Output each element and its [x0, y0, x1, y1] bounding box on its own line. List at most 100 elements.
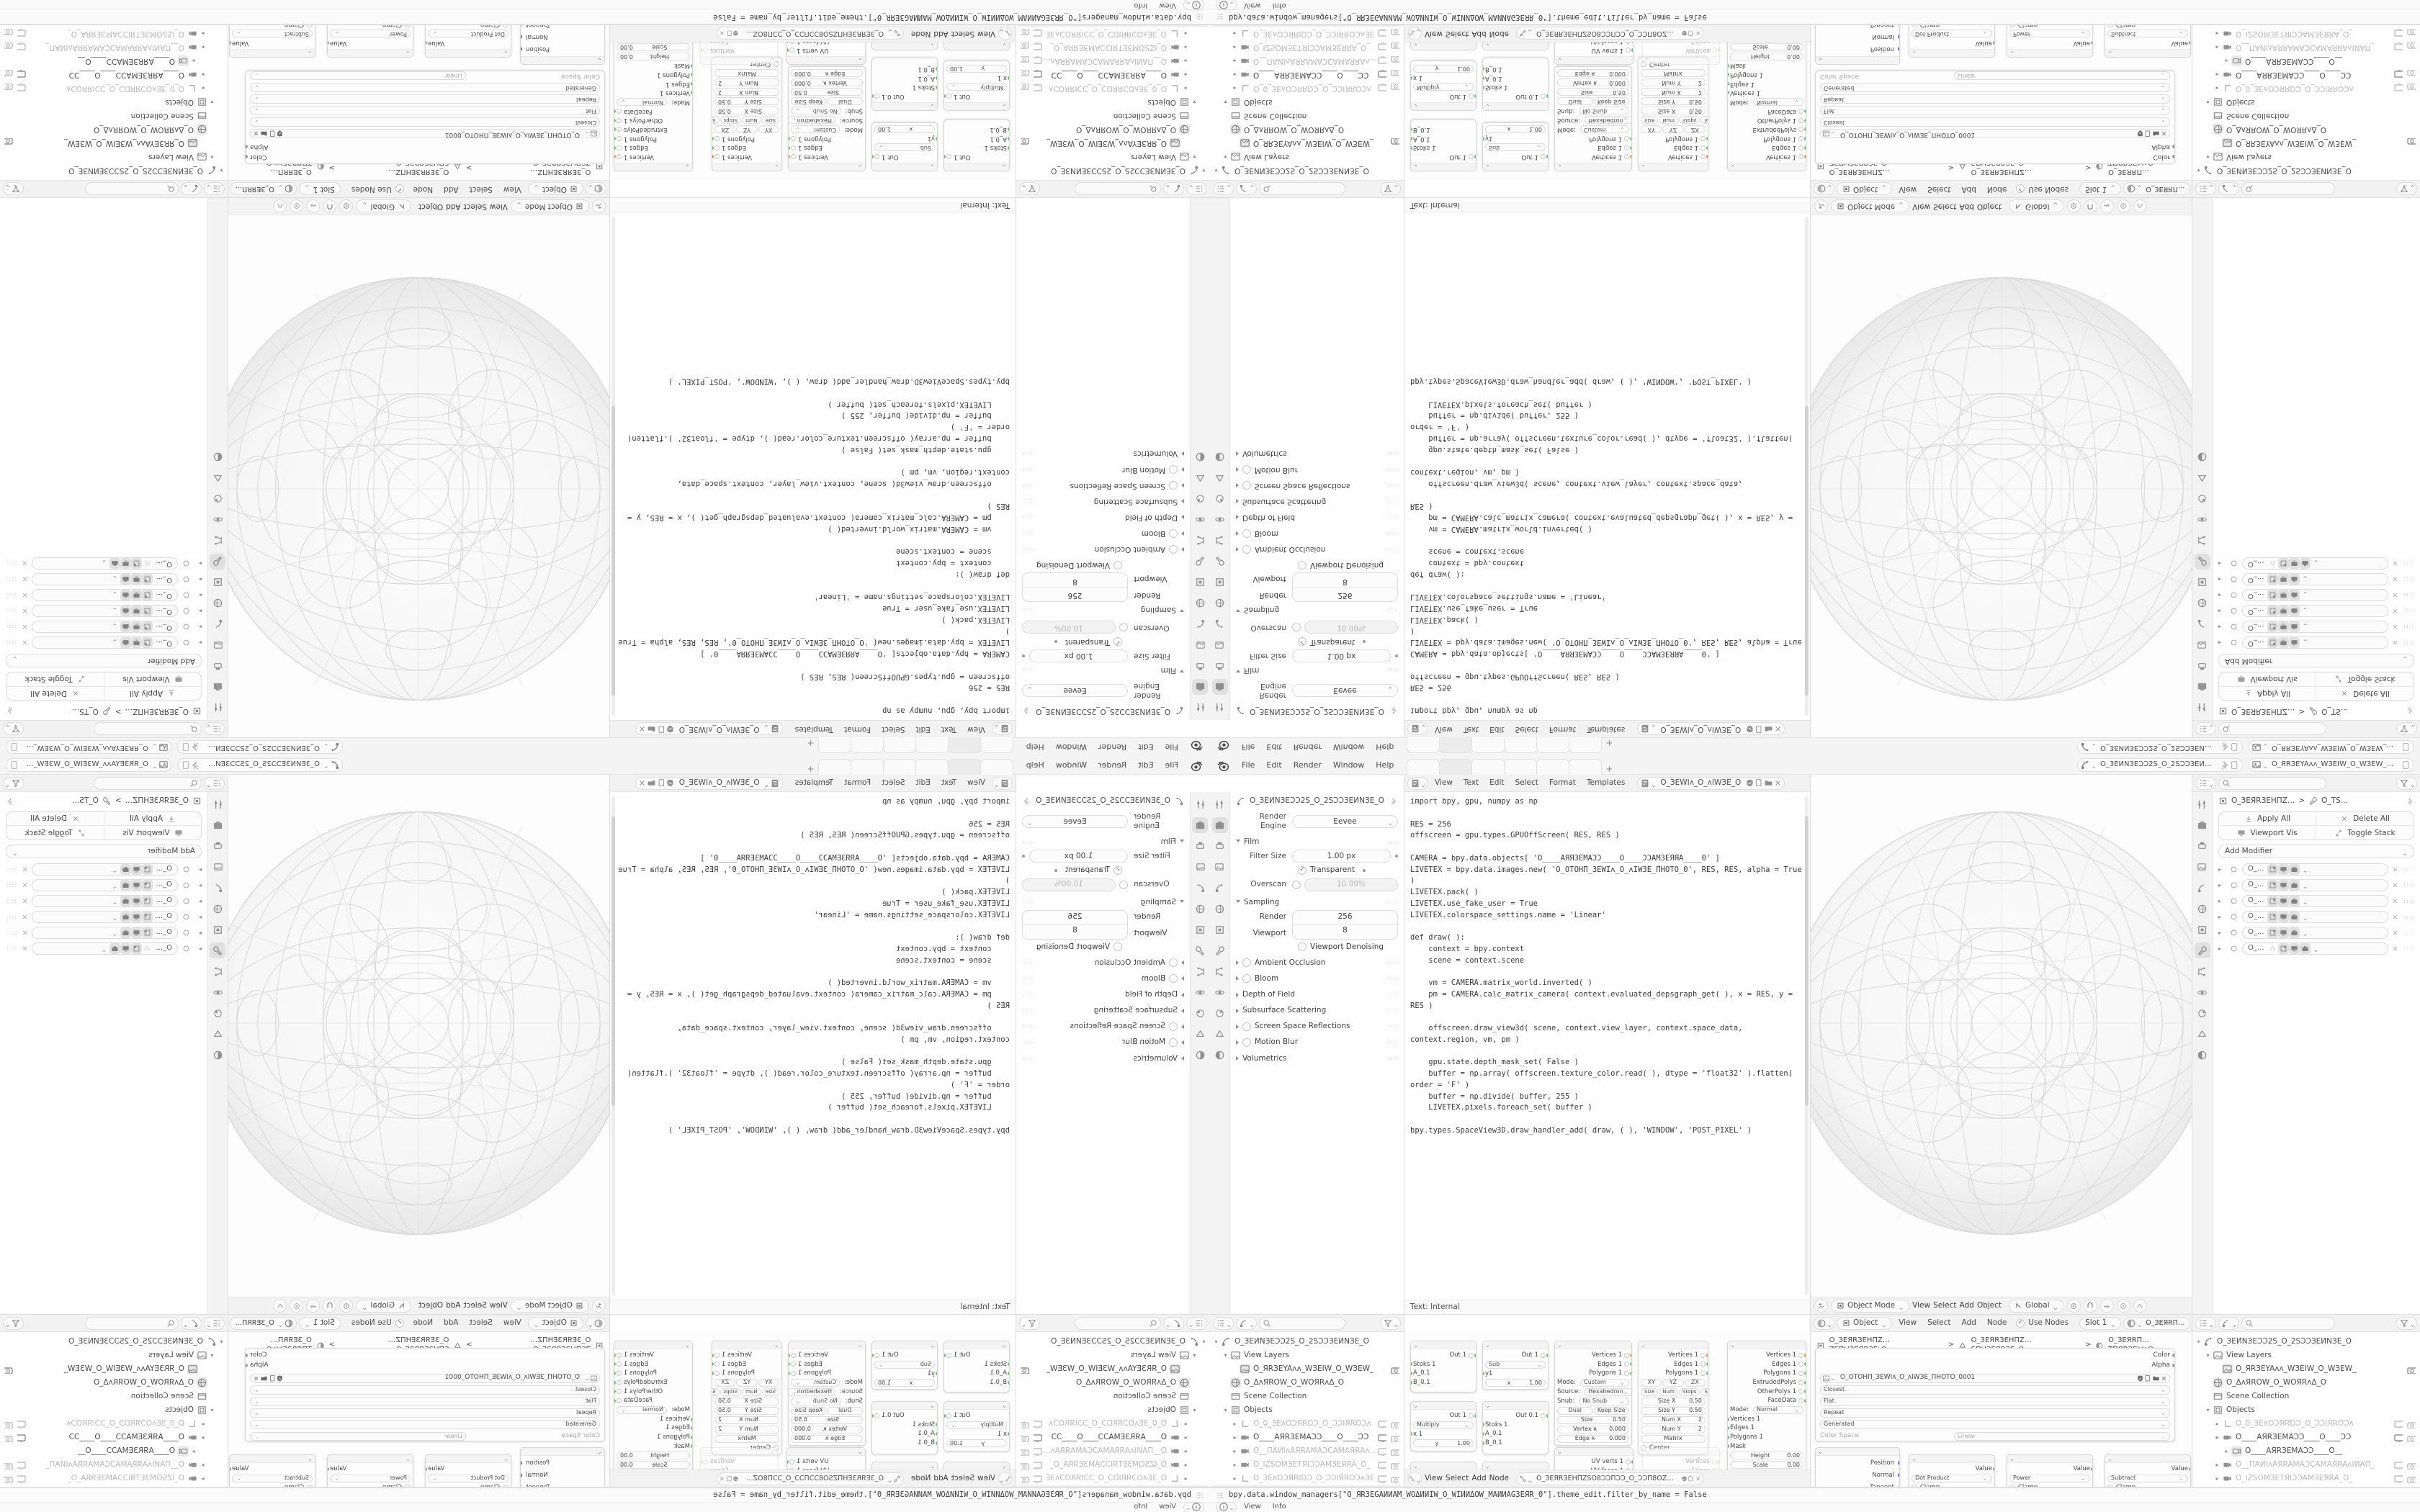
node-header[interactable]: ⌄ [944, 1341, 1009, 1349]
node-row-dropdown[interactable]: Hexahedron ⌄ [788, 116, 835, 125]
outliner-row[interactable]: ▸ O_0_ЗEʌOƆЯRDƆ_O_ƆƆIЯROƆʌ [1, 1417, 226, 1431]
clamp-checkbox[interactable] [1912, 25, 1917, 28]
new-copy-icon[interactable] [725, 30, 732, 38]
expand-toggle-icon[interactable]: ▸ [2215, 85, 2219, 92]
outliner-row[interactable]: O_ЯRЗEYAʌʌ_WЗEIW_O_WЗEW_ [1, 1362, 226, 1376]
expand-toggle-icon[interactable]: ▸ [2215, 44, 2219, 51]
expand-toggle-icon[interactable]: ▾ [220, 1338, 223, 1345]
chevron-right-icon[interactable]: ▸ [198, 865, 202, 873]
folder-icon[interactable] [1764, 778, 1773, 788]
operation-dropdown[interactable]: Power ⌄ [2009, 30, 2090, 38]
add-workspace-button[interactable]: + [807, 763, 815, 774]
outliner-row[interactable]: ▸O__ПAИIʌAЯRAMAƆCAMAЯRAʌIИAП_ [2194, 1458, 2419, 1472]
outliner-row[interactable]: Scene Collection [1, 1390, 226, 1403]
camera-icon[interactable] [1390, 1446, 1399, 1456]
menu-select[interactable]: Select [882, 725, 905, 734]
chevron-right-icon[interactable]: ▸ [2218, 608, 2222, 615]
viewport-vis-button[interactable]: Viewport Vis [2219, 672, 2316, 686]
workspace-tab-5[interactable] [1569, 758, 1603, 775]
monitor-icon[interactable] [1034, 1419, 1043, 1428]
folder-icon[interactable] [2152, 130, 2160, 138]
menu-file[interactable]: File [1242, 742, 1255, 752]
expand-toggle-icon[interactable]: ▸ [1183, 1461, 1187, 1468]
x-icon[interactable] [2391, 945, 2399, 953]
menu-add[interactable]: Add [1959, 1300, 1974, 1310]
snap-target-button[interactable] [306, 199, 321, 213]
node-header[interactable]: ⌄ [944, 1402, 1009, 1410]
text-editor-code[interactable]: import bpy, gpu, numpy as np RES = 256 o… [618, 797, 1010, 1135]
operation-dropdown[interactable]: Sub ⌄ [1485, 143, 1546, 152]
projection-dropdown[interactable]: Flat ⌄ [1820, 1396, 2170, 1406]
menu-render[interactable]: Render [1293, 742, 1322, 752]
drag-dots-icon[interactable]: :::: [2403, 865, 2414, 873]
x-icon[interactable] [21, 881, 29, 889]
section-subsurface-scattering[interactable]: Subsurface Scattering:::: [1022, 497, 1184, 506]
expand-toggle-icon[interactable]: ▸ [2215, 1434, 2219, 1441]
x-icon[interactable] [252, 130, 260, 138]
outliner-tree[interactable]: ▾ O_ЗEИNЗEƆƆ2S_O_2SƆƆЗEИNЗE_O ▾ View Layers… [2192, 1332, 2420, 1487]
node-row-dropdown[interactable]: Hexahedron ⌄ [788, 1387, 835, 1396]
modifier-name-field[interactable]: O_... ⌄ [31, 557, 178, 570]
sampling-section-header[interactable]: Sampling :::: [1022, 605, 1184, 615]
overscan-input[interactable]: 10.00% [1304, 621, 1398, 634]
edit-mode-toggle[interactable] [141, 589, 153, 600]
pivot-point-button[interactable] [339, 199, 354, 213]
folder-icon[interactable] [260, 130, 268, 138]
modifier-name-field[interactable]: O_... ⌄ [31, 911, 178, 924]
outliner-row[interactable]: O_ΔʌЯROW_O_WOЯRʌΔ_O [1211, 1376, 1402, 1390]
modifier-row[interactable]: ▸ O_... ⌄:::: [6, 572, 202, 585]
node-value-field[interactable]: Height 0.00 [1730, 52, 1803, 60]
object-mode-dropdown[interactable]: Object Mode ⌄ [510, 199, 589, 213]
camera-icon[interactable] [1021, 1474, 1030, 1483]
interpolation-dropdown[interactable]: Closest ⌄ [250, 117, 600, 127]
editor-type-selector[interactable] [1814, 199, 1828, 213]
properties-tab-viewlayer[interactable] [1193, 637, 1209, 653]
filter-button[interactable]: ⌄ [1380, 1316, 1401, 1330]
camera-icon[interactable] [4, 29, 14, 38]
camera-icon[interactable] [1390, 84, 1399, 93]
folder-icon[interactable] [2152, 1374, 2160, 1382]
overscan-input[interactable]: 10.00% [1304, 878, 1398, 891]
menu-select[interactable]: Select [1445, 30, 1469, 39]
menu-info[interactable]: Info [1134, 1502, 1148, 1511]
x-icon[interactable] [21, 945, 29, 953]
outliner-row[interactable]: ▸O_ЗEЯRЗEHПZSO8ПƆƆ_O_ƆƆП [1018, 1485, 1209, 1487]
outliner-row[interactable]: ▾ View Layers [1211, 150, 1402, 163]
outliner-row[interactable]: ▾ O_ЗEИNЗEƆƆ2S_O_2SƆƆЗEИNЗE_O [2194, 163, 2419, 177]
sverchok-node[interactable]: ⌄ Out 1 Stoks 1 A_0.1 B_0.1 [1410, 1341, 1476, 1392]
properties-tab-object[interactable] [1212, 554, 1228, 570]
outliner-display-mode[interactable]: ⌄ [1163, 1316, 1184, 1330]
operation-dropdown[interactable]: Multiply⌄ [1413, 83, 1474, 91]
outliner-row[interactable]: O_ЯRЗEYAʌʌ_WЗEIW_O_WЗEW_ [2194, 136, 2419, 150]
outliner-row[interactable]: ▸ O_IZSOMЗETЯIƆƆAMЗEЯRA_O_ [2194, 27, 2419, 40]
drag-dots-icon[interactable]: :::: [2403, 560, 2414, 567]
edit-mode-toggle[interactable] [2267, 589, 2279, 600]
shield-icon[interactable] [1681, 1475, 1688, 1483]
outliner-tree[interactable]: ▾ O_ЗEИNЗEƆƆ2S_O_2SƆƆЗEИNЗE_O ▾ View Layers… [0, 1332, 228, 1487]
editor-type-selector[interactable]: ⌄ [1186, 182, 1207, 196]
properties-tab-scene[interactable] [1193, 880, 1209, 896]
pin-icon[interactable] [190, 760, 200, 770]
outliner-display-mode[interactable]: ⌄ [2218, 1316, 2239, 1330]
modifier-name-field[interactable]: O_... ⌄ [31, 636, 178, 649]
camera-icon[interactable] [4, 138, 14, 148]
outliner-row[interactable]: ▸ O____AЯRЗEMAƆƆ____O____ƆƆ [1018, 1431, 1209, 1444]
scene-selector[interactable]: ⌄ O_3EИNЗEƆƆ2S_O_2SƆƆ3EИNЗE… [177, 740, 343, 754]
chevron-right-icon[interactable]: ▸ [2218, 881, 2222, 888]
search-input[interactable] [1075, 1316, 1161, 1330]
new-copy-icon[interactable] [2144, 130, 2152, 138]
transparent-row[interactable]: Transparent [1298, 865, 1398, 875]
monitor-icon[interactable] [1034, 42, 1043, 52]
properties-tab-tool[interactable] [210, 700, 226, 716]
properties-tab-world[interactable] [210, 595, 226, 611]
menu-view[interactable]: View [489, 1300, 508, 1310]
pin-icon[interactable] [2406, 706, 2414, 715]
modifier-row[interactable]: ▸ O_... ⌄:::: [6, 942, 202, 955]
node-buttons[interactable]: Dual Keep Size [791, 1406, 863, 1415]
modifier-row[interactable]: ▸ O_... ⌄:::: [6, 604, 202, 617]
add-workspace-button[interactable]: + [807, 738, 815, 749]
drag-dots-icon[interactable]: :::: [6, 624, 17, 631]
chevron-right-icon[interactable]: ▸ [198, 945, 202, 952]
